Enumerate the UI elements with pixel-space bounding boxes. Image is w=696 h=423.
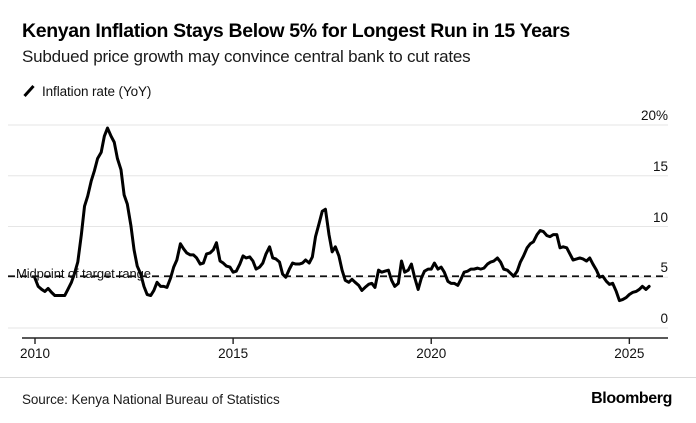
y-axis-tick-label: 0 xyxy=(660,311,668,326)
x-axis-tick-label: 2020 xyxy=(416,346,447,361)
page-title: Kenyan Inflation Stays Below 5% for Long… xyxy=(22,20,570,42)
x-axis-tick-label: 2015 xyxy=(218,346,249,361)
source-note: Source: Kenya National Bureau of Statist… xyxy=(22,392,280,407)
page-subtitle: Subdued price growth may convince centra… xyxy=(22,47,471,66)
y-axis-tick-label: 5 xyxy=(660,260,668,276)
footer-divider xyxy=(0,377,696,378)
x-axis-tick-label: 2025 xyxy=(614,346,645,361)
x-axis-tick-label: 2010 xyxy=(19,346,51,361)
y-axis-tick-label: 20% xyxy=(640,108,668,123)
chart-legend: Inflation rate (YoY) xyxy=(22,82,151,100)
diagonal-line-icon xyxy=(22,84,36,98)
y-axis-tick-label: 10 xyxy=(652,209,668,225)
brand-logo: Bloomberg xyxy=(591,390,672,407)
y-axis-tick-label: 15 xyxy=(652,158,668,174)
legend-item-label: Inflation rate (YoY) xyxy=(42,83,152,99)
midpoint-annotation: Midpoint of target range xyxy=(16,266,151,281)
